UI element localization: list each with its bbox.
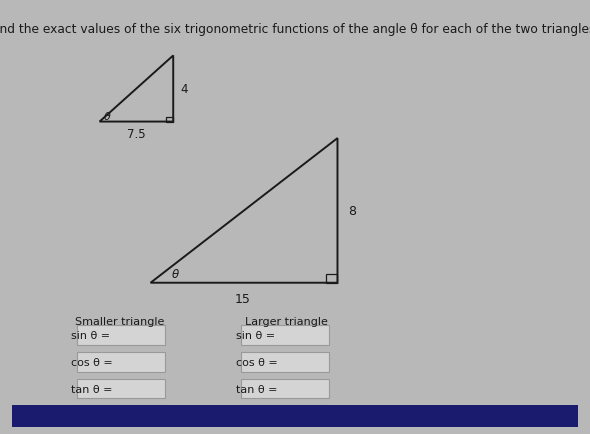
FancyBboxPatch shape bbox=[77, 404, 165, 424]
Text: Larger triangle: Larger triangle bbox=[245, 316, 328, 326]
FancyBboxPatch shape bbox=[241, 379, 329, 398]
Text: sin θ =: sin θ = bbox=[235, 330, 275, 340]
Text: sin θ =: sin θ = bbox=[71, 330, 110, 340]
FancyBboxPatch shape bbox=[241, 404, 329, 424]
FancyBboxPatch shape bbox=[77, 352, 165, 372]
Text: θ: θ bbox=[104, 112, 110, 122]
Text: Find the exact values of the six trigonometric functions of the angle θ for each: Find the exact values of the six trigono… bbox=[0, 23, 590, 36]
FancyBboxPatch shape bbox=[77, 325, 165, 345]
Text: 4: 4 bbox=[181, 83, 188, 96]
Text: csc θ =: csc θ = bbox=[235, 410, 277, 420]
Text: 15: 15 bbox=[235, 292, 251, 305]
Text: θ: θ bbox=[171, 267, 179, 280]
Text: csc θ =: csc θ = bbox=[71, 410, 113, 420]
Text: cos θ =: cos θ = bbox=[71, 357, 113, 367]
Text: cos θ =: cos θ = bbox=[235, 357, 277, 367]
Text: Smaller triangle: Smaller triangle bbox=[75, 316, 164, 326]
Text: tan θ =: tan θ = bbox=[71, 384, 113, 394]
Bar bbox=[12, 404, 578, 427]
Text: tan θ =: tan θ = bbox=[235, 384, 277, 394]
FancyBboxPatch shape bbox=[241, 325, 329, 345]
FancyBboxPatch shape bbox=[241, 352, 329, 372]
Text: 8: 8 bbox=[348, 204, 356, 217]
FancyBboxPatch shape bbox=[77, 379, 165, 398]
Text: 7.5: 7.5 bbox=[127, 128, 146, 141]
